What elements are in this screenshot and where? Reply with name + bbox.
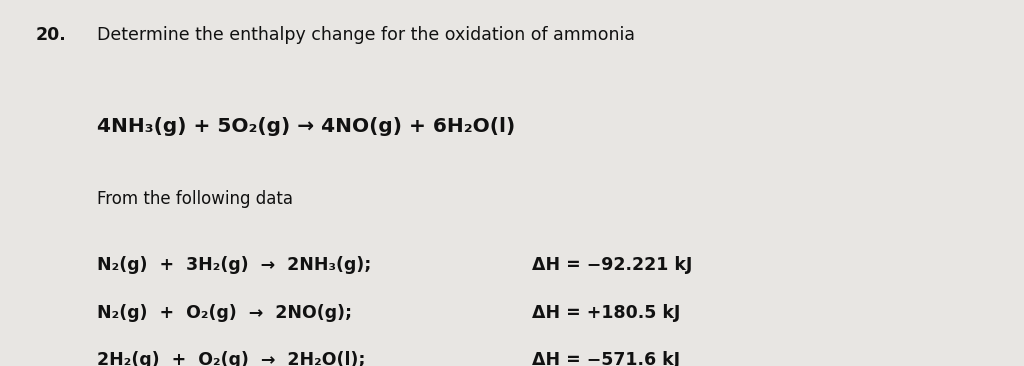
Text: N₂(g)  +  O₂(g)  →  2NO(g);: N₂(g) + O₂(g) → 2NO(g); (97, 304, 352, 322)
Text: ΔH = −571.6 kJ: ΔH = −571.6 kJ (532, 351, 681, 366)
Text: From the following data: From the following data (97, 190, 293, 208)
Text: ΔH = +180.5 kJ: ΔH = +180.5 kJ (532, 304, 681, 322)
Text: N₂(g)  +  3H₂(g)  →  2NH₃(g);: N₂(g) + 3H₂(g) → 2NH₃(g); (97, 256, 372, 274)
Text: Determine the enthalpy change for the oxidation of ammonia: Determine the enthalpy change for the ox… (97, 26, 635, 44)
Text: 20.: 20. (36, 26, 67, 44)
Text: ΔH = −92.221 kJ: ΔH = −92.221 kJ (532, 256, 693, 274)
Text: 4NH₃(g) + 5O₂(g) → 4NO(g) + 6H₂O(l): 4NH₃(g) + 5O₂(g) → 4NO(g) + 6H₂O(l) (97, 117, 515, 136)
Text: 2H₂(g)  +  O₂(g)  →  2H₂O(l);: 2H₂(g) + O₂(g) → 2H₂O(l); (97, 351, 366, 366)
